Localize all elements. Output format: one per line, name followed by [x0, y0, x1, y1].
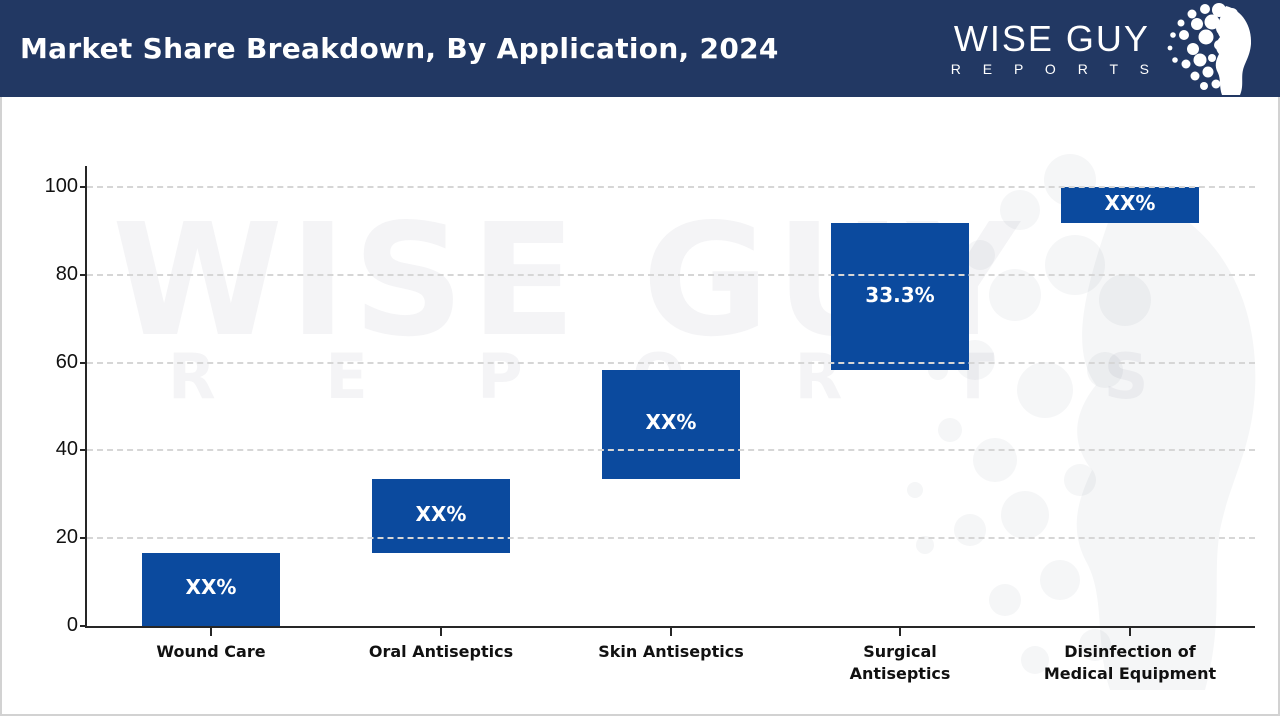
y-axis-tick-label: 60	[55, 350, 78, 373]
bar-oral-antiseptics	[372, 479, 510, 553]
y-axis-tick-mark	[80, 625, 87, 627]
wiseguy-logo: WISE GUY R E P O R T S	[946, 2, 1254, 96]
bar-value-label: XX%	[415, 502, 467, 527]
y-axis-tick-mark	[80, 537, 87, 540]
x-axis-tick-mark	[899, 628, 901, 636]
x-axis-category-label: Surgical Antiseptics	[849, 642, 951, 683]
wiseguy-logo-text: WISE GUY R E P O R T S	[946, 17, 1158, 77]
bar-value-label: XX%	[1104, 191, 1156, 216]
y-axis-tick-mark	[80, 186, 87, 188]
bar-value-label: XX%	[185, 575, 237, 600]
bar-surgical-antiseptics	[831, 223, 969, 370]
wiseguy-face-icon	[1167, 2, 1252, 95]
gridline	[87, 186, 1255, 188]
gridline	[87, 537, 1255, 540]
x-axis-category-label: Disinfection of Medical Equipment	[1043, 642, 1217, 683]
gridline	[87, 273, 1255, 276]
y-axis-tick-label: 100	[44, 175, 78, 197]
x-axis-tick-mark	[670, 628, 672, 636]
x-axis-category-label: Skin Antiseptics	[598, 642, 744, 661]
header-banner: Market Share Breakdown, By Application, …	[0, 0, 1280, 97]
x-axis-tick-mark	[1129, 628, 1131, 636]
logo-subtitle: R E P O R T S	[950, 60, 1158, 77]
y-axis-tick-mark	[80, 273, 87, 276]
gridline	[87, 361, 1255, 364]
y-axis-tick-label: 20	[55, 526, 78, 549]
y-axis-tick-mark	[80, 361, 87, 364]
y-axis-tick-mark	[80, 449, 87, 452]
logo-wordmark: WISE GUY	[953, 17, 1150, 59]
gridline	[87, 449, 1255, 452]
x-axis-category-label: Oral Antiseptics	[368, 642, 514, 661]
y-axis-line	[85, 166, 87, 628]
x-axis-tick-mark	[210, 628, 212, 636]
bar-value-label: XX%	[645, 410, 697, 435]
bar-wound-care	[142, 552, 280, 626]
bar-skin-antiseptics	[602, 369, 740, 480]
page-title: Market Share Breakdown, By Application, …	[20, 32, 779, 65]
x-axis-category-label: Wound Care	[156, 642, 266, 661]
bar-disinfection-of-medical-equipment	[1061, 187, 1199, 224]
y-axis-tick-label: 0	[66, 614, 78, 636]
x-axis-line	[85, 626, 1255, 628]
watermark-face-icon	[907, 154, 1256, 690]
y-axis-tick-label: 80	[55, 262, 78, 285]
x-axis-tick-mark	[440, 628, 442, 636]
bar-value-label: 33.3%	[865, 282, 935, 307]
y-axis-tick-label: 40	[55, 438, 78, 461]
